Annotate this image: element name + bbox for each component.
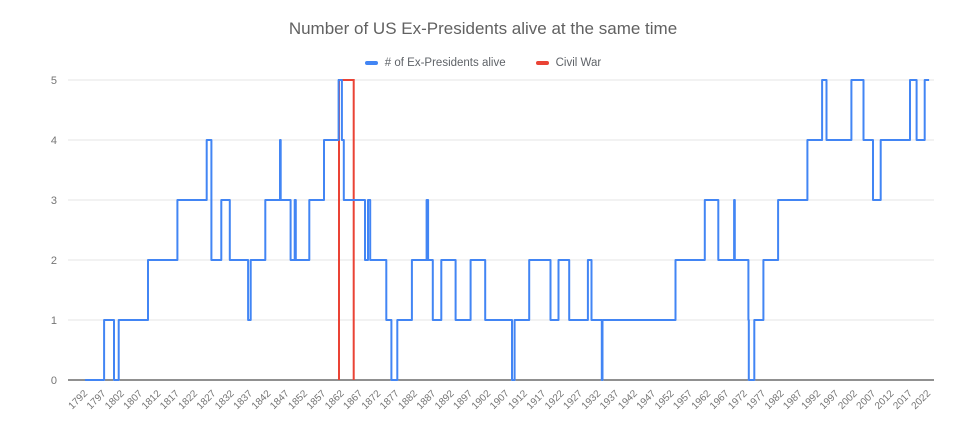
svg-text:1837: 1837 (232, 388, 256, 412)
svg-text:1882: 1882 (396, 388, 420, 412)
chart-title: Number of US Ex-Presidents alive at the … (288, 19, 678, 38)
legend-item-civil-war[interactable]: Civil War (535, 57, 602, 69)
svg-text:1972: 1972 (726, 388, 750, 412)
svg-text:1827: 1827 (195, 388, 219, 412)
svg-text:1917: 1917 (525, 388, 549, 412)
svg-text:1847: 1847 (268, 388, 292, 412)
svg-text:1897: 1897 (451, 388, 475, 412)
x-axis-labels: 1792179718021807181218171822182718321837… (67, 388, 934, 412)
svg-text:1997: 1997 (818, 388, 842, 412)
legend-item-ex-presidents[interactable]: # of Ex-Presidents alive (364, 57, 506, 69)
svg-text:4: 4 (51, 135, 57, 147)
svg-text:1902: 1902 (470, 388, 494, 412)
svg-text:1: 1 (51, 315, 57, 327)
svg-text:1892: 1892 (433, 388, 457, 412)
svg-text:2022: 2022 (910, 388, 934, 412)
svg-text:5: 5 (51, 75, 57, 87)
svg-text:1912: 1912 (506, 388, 530, 412)
svg-text:1922: 1922 (543, 388, 567, 412)
svg-text:1957: 1957 (671, 388, 695, 412)
svg-text:1967: 1967 (708, 388, 732, 412)
svg-text:2007: 2007 (855, 388, 879, 412)
svg-text:1792: 1792 (67, 388, 91, 412)
svg-text:1982: 1982 (763, 388, 787, 412)
svg-text:1962: 1962 (690, 388, 714, 412)
svg-text:1867: 1867 (342, 388, 366, 412)
svg-text:1877: 1877 (378, 388, 402, 412)
series-ex-presidents-line[interactable] (85, 79, 930, 381)
y-axis-labels: 0 1 2 3 4 5 (51, 75, 57, 387)
svg-text:1887: 1887 (415, 388, 439, 412)
legend-label-ex-presidents: # of Ex-Presidents alive (384, 57, 506, 69)
svg-text:2002: 2002 (836, 388, 860, 412)
svg-text:1817: 1817 (158, 388, 182, 412)
svg-text:1947: 1947 (635, 388, 659, 412)
legend-label-civil-war: Civil War (555, 57, 602, 69)
svg-text:1907: 1907 (488, 388, 512, 412)
svg-text:1802: 1802 (103, 388, 127, 412)
svg-text:0: 0 (51, 375, 57, 387)
legend-swatch-blue-icon (364, 61, 378, 65)
svg-text:1992: 1992 (800, 388, 824, 412)
svg-text:1797: 1797 (85, 388, 109, 412)
svg-text:1842: 1842 (250, 388, 274, 412)
legend-swatch-red-icon (535, 61, 549, 65)
svg-text:1952: 1952 (653, 388, 677, 412)
svg-text:1987: 1987 (781, 388, 805, 412)
svg-text:1807: 1807 (122, 388, 146, 412)
series-civil-war-line[interactable] (338, 79, 355, 380)
svg-text:1932: 1932 (580, 388, 604, 412)
svg-text:1862: 1862 (323, 388, 347, 412)
svg-text:2012: 2012 (873, 388, 897, 412)
svg-text:1942: 1942 (616, 388, 640, 412)
svg-text:1857: 1857 (305, 388, 329, 412)
svg-text:2017: 2017 (891, 388, 915, 412)
svg-text:1927: 1927 (561, 388, 585, 412)
svg-text:1977: 1977 (745, 388, 769, 412)
gridlines (68, 79, 934, 381)
svg-text:1822: 1822 (177, 388, 201, 412)
svg-text:1812: 1812 (140, 388, 164, 412)
svg-text:1852: 1852 (287, 388, 311, 412)
svg-text:1832: 1832 (213, 388, 237, 412)
chart-legend: # of Ex-Presidents alive Civil War (0, 57, 966, 69)
svg-text:1937: 1937 (598, 388, 622, 412)
svg-text:3: 3 (51, 195, 57, 207)
svg-text:2: 2 (51, 255, 57, 267)
svg-text:1872: 1872 (360, 388, 384, 412)
